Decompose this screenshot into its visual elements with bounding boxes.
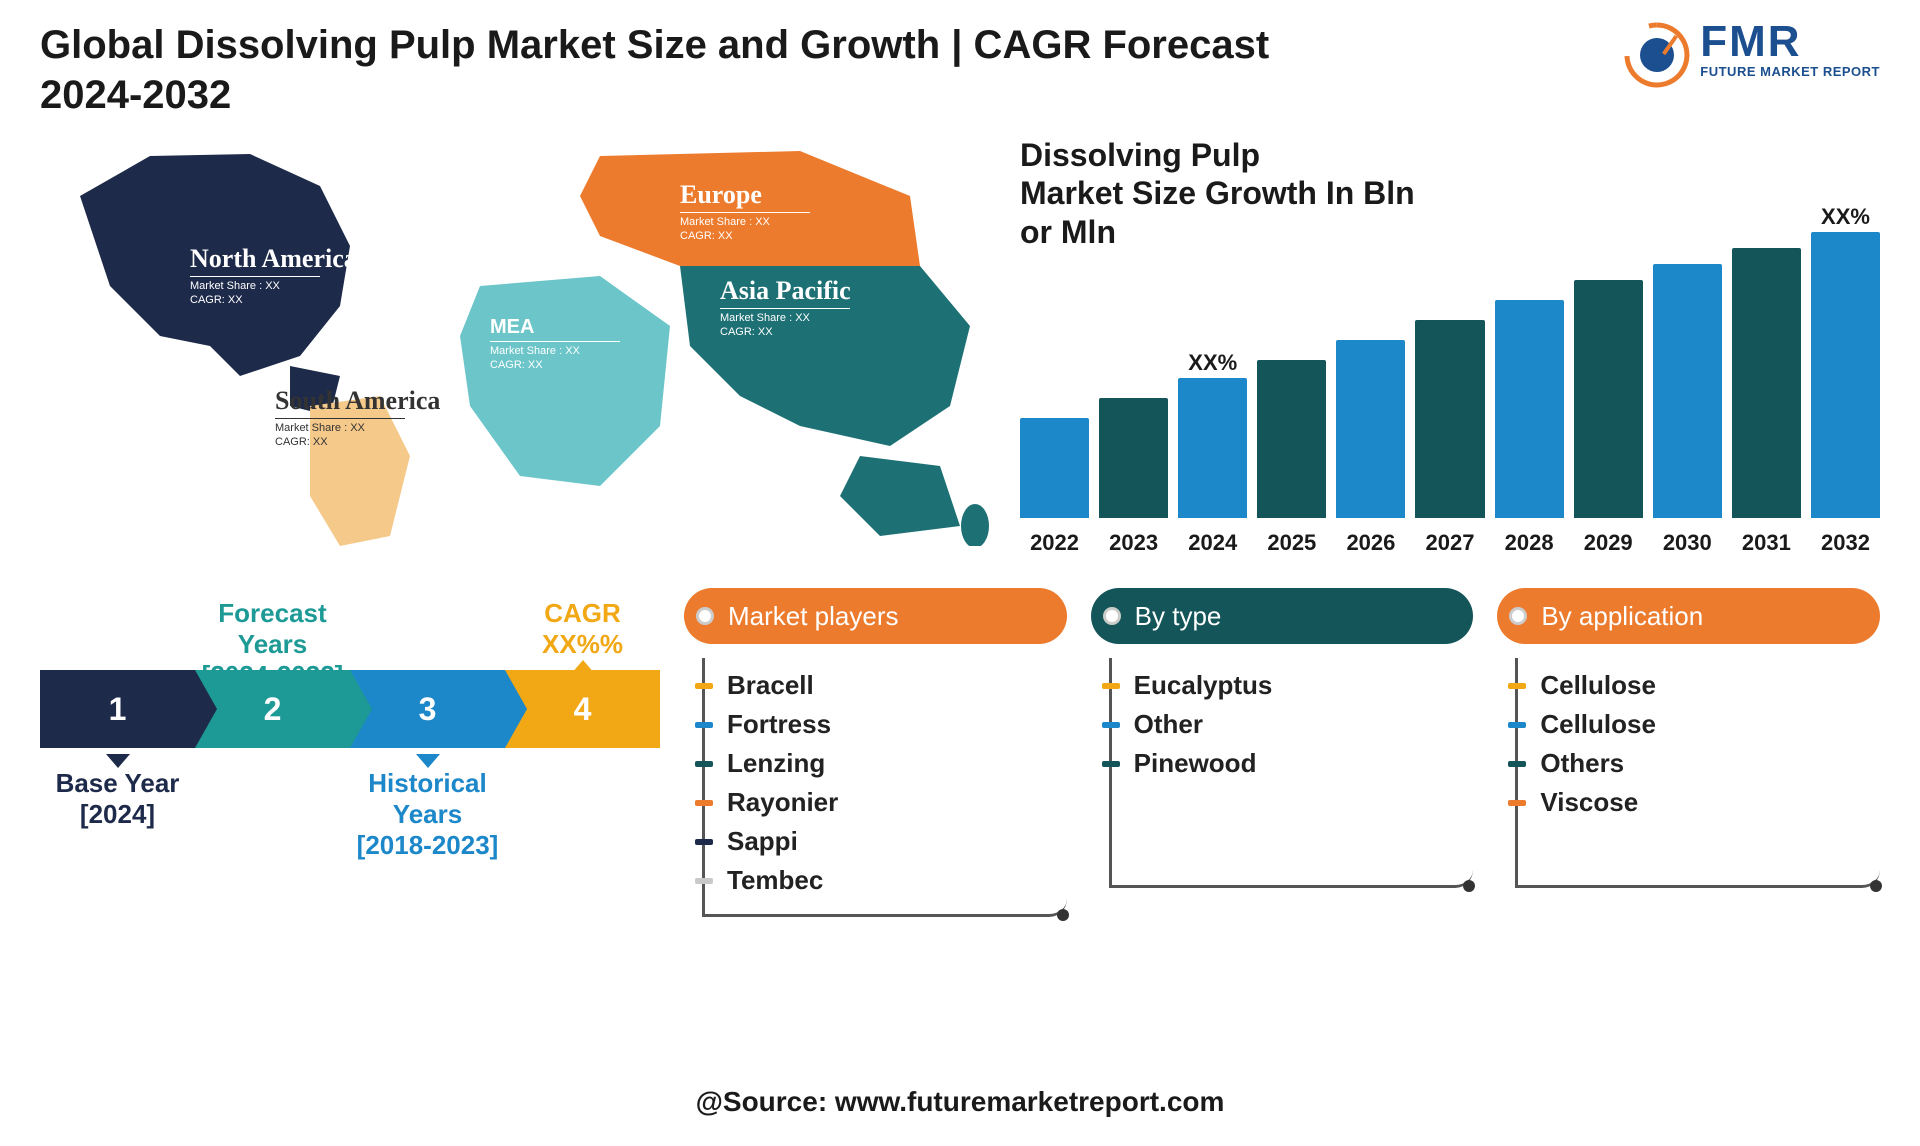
bar-2022 — [1020, 418, 1089, 518]
year-label-2027: 2027 — [1415, 530, 1484, 556]
timeline-top-4: CAGRXX%% — [505, 598, 660, 660]
cat-item-1-0: Eucalyptus — [1102, 666, 1474, 705]
growth-chart: Dissolving PulpMarket Size Growth In Bln… — [1020, 126, 1880, 556]
region-asia_pacific: Asia PacificMarket Share : XXCAGR: XX — [720, 276, 851, 340]
bar-2027 — [1415, 320, 1484, 518]
cat-item-2-1: Cellulose — [1508, 705, 1880, 744]
categories: Market players BracellFortressLenzingRayo… — [684, 588, 1880, 917]
logo-icon — [1622, 20, 1692, 90]
cat-header-2: By application — [1497, 588, 1880, 644]
category-1: By type EucalyptusOtherPinewood — [1091, 588, 1474, 917]
logo-text-main: FMR — [1700, 20, 1880, 64]
cat-item-0-0: Bracell — [695, 666, 1067, 705]
bar-2032: XX% — [1811, 232, 1880, 518]
page-title: Global Dissolving Pulp Market Size and G… — [40, 20, 1300, 120]
category-0: Market players BracellFortressLenzingRayo… — [684, 588, 1067, 917]
year-label-2025: 2025 — [1257, 530, 1326, 556]
cat-header-1: By type — [1091, 588, 1474, 644]
cat-item-2-2: Others — [1508, 744, 1880, 783]
bar-2026 — [1336, 340, 1405, 518]
cat-item-0-1: Fortress — [695, 705, 1067, 744]
year-label-2031: 2031 — [1732, 530, 1801, 556]
cat-item-0-2: Lenzing — [695, 744, 1067, 783]
year-label-2030: 2030 — [1653, 530, 1722, 556]
year-label-2024: 2024 — [1178, 530, 1247, 556]
region-north_america: North AmericaMarket Share : XXCAGR: XX — [190, 244, 357, 308]
bar-2029 — [1574, 280, 1643, 518]
logo-text-sub: FUTURE MARKET REPORT — [1700, 64, 1880, 79]
timeline-seg-4: 4 — [505, 670, 660, 748]
bar-2031 — [1732, 248, 1801, 518]
cat-item-0-4: Sappi — [695, 822, 1067, 861]
cat-item-2-3: Viscose — [1508, 783, 1880, 822]
timeline-bottom-1: Base Year[2024] — [40, 768, 195, 830]
bar-2030 — [1653, 264, 1722, 518]
region-europe: EuropeMarket Share : XXCAGR: XX — [680, 180, 810, 244]
cat-item-2-0: Cellulose — [1508, 666, 1880, 705]
region-mea: MEAMarket Share : XXCAGR: XX — [490, 316, 620, 373]
source-attribution: @Source: www.futuremarketreport.com — [696, 1086, 1225, 1118]
cat-item-1-2: Pinewood — [1102, 744, 1474, 783]
logo: FMR FUTURE MARKET REPORT — [1622, 20, 1880, 90]
timeline-seg-2: 2 — [195, 670, 350, 748]
bar-2024: XX% — [1178, 378, 1247, 518]
year-label-2022: 2022 — [1020, 530, 1089, 556]
timeline: Forecast Years[2024-2032]CAGRXX%% 1234 B… — [40, 588, 660, 917]
bar-2028 — [1495, 300, 1564, 518]
year-label-2029: 2029 — [1574, 530, 1643, 556]
timeline-seg-1: 1 — [40, 670, 195, 748]
bar-2025 — [1257, 360, 1326, 518]
cat-item-0-3: Rayonier — [695, 783, 1067, 822]
region-south_america: South AmericaMarket Share : XXCAGR: XX — [275, 386, 440, 450]
timeline-seg-3: 3 — [350, 670, 505, 748]
category-2: By applicationCelluloseCelluloseOthersVi… — [1497, 588, 1880, 917]
year-label-2026: 2026 — [1336, 530, 1405, 556]
year-label-2032: 2032 — [1811, 530, 1880, 556]
bar-2023 — [1099, 398, 1168, 518]
year-label-2028: 2028 — [1495, 530, 1564, 556]
world-map: North AmericaMarket Share : XXCAGR: XX So… — [40, 126, 1000, 556]
cat-header-0: Market players — [684, 588, 1067, 644]
cat-item-1-1: Other — [1102, 705, 1474, 744]
cat-item-0-5: Tembec — [695, 861, 1067, 900]
timeline-bottom-3: Historical Years[2018-2023] — [350, 768, 505, 862]
year-label-2023: 2023 — [1099, 530, 1168, 556]
